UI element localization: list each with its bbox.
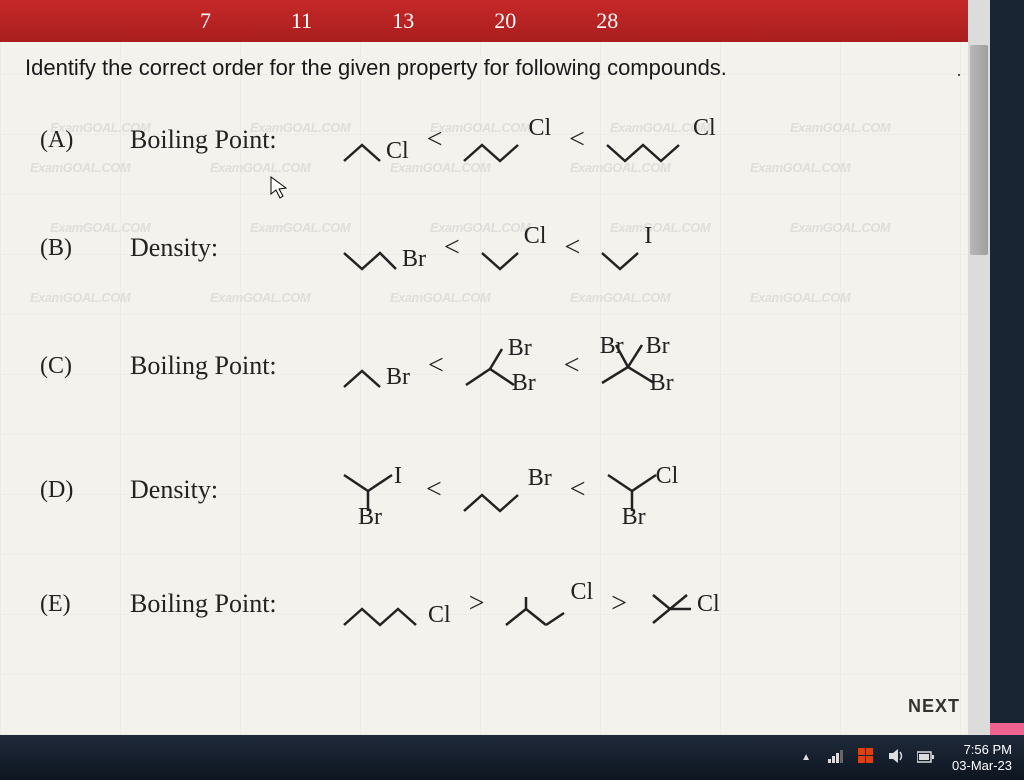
taskbar-clock[interactable]: 7:56 PM 03-Mar-23	[952, 742, 1012, 773]
option-label: (A)	[40, 127, 130, 154]
header-number[interactable]: 11	[291, 8, 312, 34]
option-label: (C)	[40, 353, 130, 380]
struct-isobutyl-cl: Cl	[502, 579, 593, 629]
option-label: (E)	[40, 591, 130, 618]
option-c-structures: Br < Br Br < Br Br Br	[340, 341, 658, 391]
option-a-structures: Cl < Cl < Cl	[340, 115, 716, 165]
option-e[interactable]: (E) Boiling Point: Cl > Cl > Cl	[40, 574, 950, 634]
option-c[interactable]: (C) Boiling Point: Br < Br Br < Br Br	[40, 326, 950, 406]
option-d[interactable]: (D) Density: I Br < Br < Cl Br	[40, 450, 950, 530]
option-e-structures: Cl > Cl > Cl	[340, 579, 720, 629]
header-number[interactable]: 28	[596, 8, 618, 34]
battery-icon[interactable]	[916, 750, 936, 766]
struct-ethyl-br: Br	[340, 341, 410, 391]
scrollbar-thumb[interactable]	[970, 45, 988, 255]
question-text: Identify the correct order for the given…	[25, 55, 727, 81]
flag-icon[interactable]	[856, 748, 876, 767]
property-label: Density:	[130, 233, 340, 263]
cursor-icon	[270, 176, 288, 200]
clock-time: 7:56 PM	[952, 742, 1012, 758]
clock-date: 03-Mar-23	[952, 758, 1012, 774]
options-block: (A) Boiling Point: Cl < Cl < Cl	[40, 110, 950, 682]
dot: ·	[956, 64, 962, 85]
struct-c2-i: I	[598, 223, 652, 273]
volume-icon[interactable]	[886, 749, 906, 766]
header-number[interactable]: 7	[200, 8, 211, 34]
header-strip: 7 11 13 20 28	[0, 0, 990, 42]
network-icon[interactable]	[826, 749, 846, 766]
option-label: (D)	[40, 477, 130, 504]
struct-c3-cl: Cl	[460, 115, 551, 165]
taskbar[interactable]: ▲ 7:56 PM 03-Mar-23	[0, 735, 1024, 780]
tray-expand-icon[interactable]: ▲	[796, 752, 816, 763]
struct-c3-br: Br	[460, 465, 552, 515]
struct-tbutyl-cl: Cl	[645, 579, 720, 629]
property-label: Boiling Point:	[130, 589, 340, 619]
struct-c3-br: Br	[340, 223, 426, 273]
struct-dibromopropane: Br Br	[462, 341, 520, 391]
property-label: Boiling Point:	[130, 351, 340, 381]
option-a[interactable]: (A) Boiling Point: Cl < Cl < Cl	[40, 110, 950, 170]
vertical-scrollbar[interactable]	[968, 0, 990, 735]
struct-tribromopropane: Br Br Br	[598, 341, 658, 391]
option-b-structures: Br < Cl < I	[340, 223, 652, 273]
next-button[interactable]: NEXT	[908, 696, 960, 717]
header-number[interactable]: 20	[494, 8, 516, 34]
struct-nbutyl-cl: Cl	[340, 579, 451, 629]
question-panel: ExamGOAL.COM ExamGOAL.COM ExamGOAL.COM E…	[0, 0, 990, 735]
struct-c2-cl: Cl	[478, 223, 547, 273]
struct-c4-cl: Cl	[603, 115, 716, 165]
pink-accent	[990, 723, 1024, 735]
header-number[interactable]: 13	[392, 8, 414, 34]
option-b[interactable]: (B) Density: Br < Cl < I	[40, 218, 950, 278]
struct-c2-cl: Cl	[340, 115, 409, 165]
property-label: Density:	[130, 475, 340, 505]
struct-dihalo-1: I Br	[340, 465, 396, 515]
property-label: Boiling Point:	[130, 125, 340, 155]
option-d-structures: I Br < Br < Cl Br	[340, 465, 660, 515]
option-label: (B)	[40, 235, 130, 262]
struct-dihalo-2: Cl Br	[604, 465, 660, 515]
